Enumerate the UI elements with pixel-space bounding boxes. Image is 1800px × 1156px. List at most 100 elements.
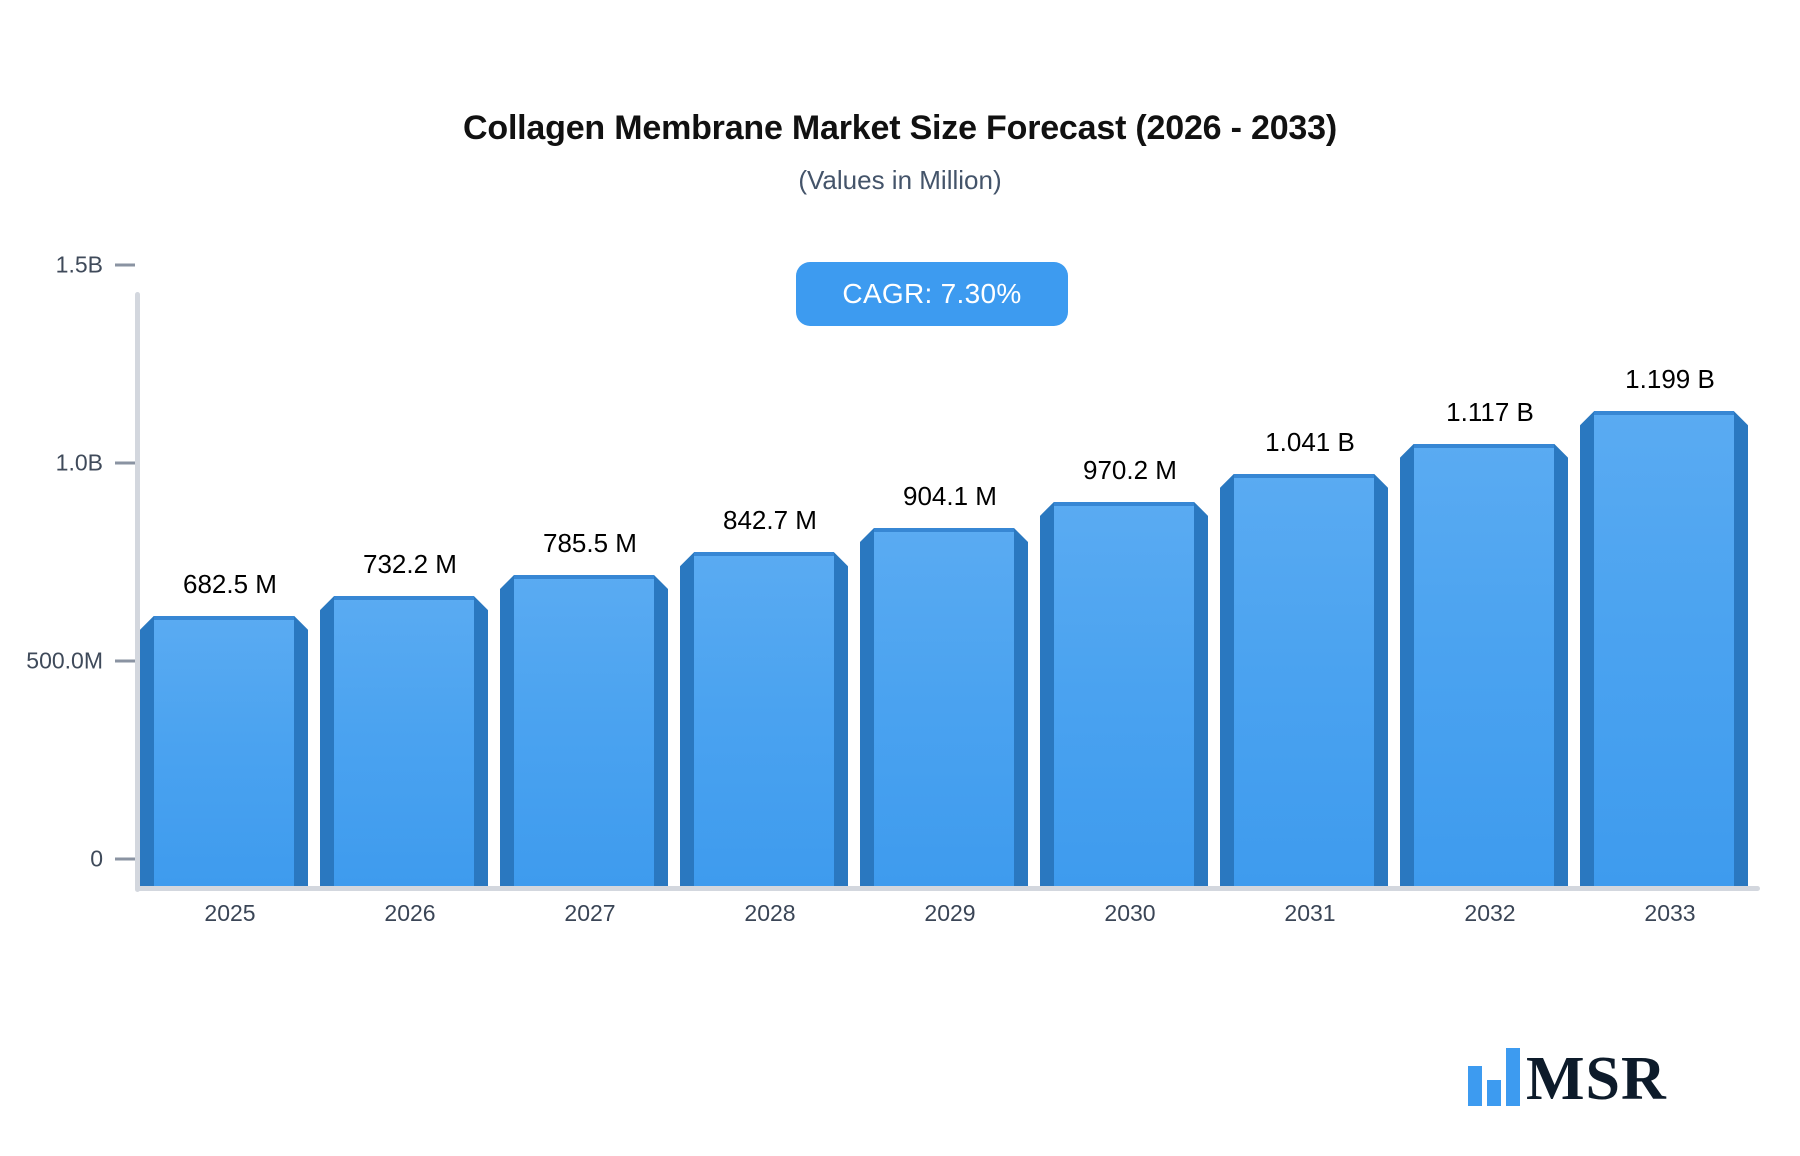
- y-axis-tick-label: 1.5B: [55, 251, 103, 278]
- bar[interactable]: [1580, 411, 1760, 886]
- logo-bar-2: [1487, 1080, 1501, 1106]
- bar[interactable]: [860, 527, 1040, 886]
- bar-group[interactable]: 842.7 M: [680, 492, 860, 886]
- bar-front-face: [1414, 443, 1554, 886]
- bar-top-edge: [874, 527, 1014, 532]
- y-axis-tick-label: 0: [90, 845, 103, 872]
- bar-group[interactable]: 682.5 M: [140, 556, 320, 886]
- bar-chart-logo-icon: [1468, 1048, 1520, 1106]
- bar-right-face: [1734, 411, 1748, 886]
- logo-text: MSR: [1526, 1045, 1667, 1113]
- bar-left-face: [1040, 501, 1054, 886]
- y-axis-tick-dash: [115, 857, 135, 861]
- bar-value-label: 682.5 M: [183, 568, 277, 599]
- bar-group[interactable]: 1.041 B: [1220, 414, 1400, 886]
- bar-top-edge: [1414, 443, 1554, 448]
- bar-value-label: 1.199 B: [1625, 364, 1715, 395]
- x-axis-labels: 2025 2026 2027 2028 2029 2030 2031 2032 2033: [135, 900, 1760, 940]
- bar[interactable]: [1400, 443, 1580, 886]
- y-axis-tick-label: 500.0M: [26, 647, 103, 674]
- bar-right-face: [1014, 527, 1028, 886]
- bar-front-face: [874, 527, 1014, 886]
- bar-left-face: [500, 574, 514, 886]
- x-axis-line: [135, 886, 1760, 891]
- msr-logo: MSR: [1468, 1030, 1667, 1110]
- bar-right-face: [834, 552, 848, 886]
- bar[interactable]: [1220, 473, 1400, 886]
- bar-front-face: [694, 552, 834, 886]
- bar-top-edge: [154, 615, 294, 620]
- x-axis-label-2028: 2028: [744, 900, 796, 926]
- bar-front-face: [154, 615, 294, 886]
- x-axis-label-2029: 2029: [924, 900, 976, 926]
- bar-group[interactable]: 1.199 B: [1580, 351, 1760, 886]
- bar-left-face: [320, 596, 334, 886]
- cagr-badge: CAGR: 7.30%: [796, 262, 1068, 326]
- bar-front-face: [334, 596, 474, 886]
- y-axis-tick: 0: [90, 846, 135, 873]
- bar-left-face: [140, 615, 154, 886]
- bar[interactable]: [320, 596, 500, 886]
- bar-group[interactable]: 785.5 M: [500, 515, 680, 886]
- x-axis-label-2030: 2030: [1104, 900, 1156, 926]
- bar-front-face: [1054, 501, 1194, 886]
- x-axis-label-2026: 2026: [384, 900, 436, 926]
- y-axis-tick: 1.5B: [56, 252, 135, 279]
- bar-value-label: 904.1 M: [903, 480, 997, 511]
- bar-front-face: [1234, 473, 1374, 886]
- bar-front-face: [1594, 411, 1734, 886]
- x-axis-label-2031: 2031: [1284, 900, 1336, 926]
- plot-area: 1.5B 1.0B 500.0M 0 682.5 M 732.2 M 785.5 M 842…: [26, 252, 1760, 886]
- bar-left-face: [860, 527, 874, 886]
- bar-right-face: [474, 596, 488, 886]
- bar-left-face: [1220, 473, 1234, 886]
- bar-series: 682.5 M 732.2 M 785.5 M 842.7 M 904.1 M 970.2…: [135, 292, 1760, 886]
- bar-value-label: 732.2 M: [363, 549, 457, 580]
- x-axis-label-2027: 2027: [564, 900, 616, 926]
- chart-subtitle: (Values in Million): [798, 165, 1002, 195]
- bar-value-label: 970.2 M: [1083, 454, 1177, 485]
- x-axis-label-2032: 2032: [1464, 900, 1516, 926]
- y-axis-tick: 500.0M: [26, 648, 135, 675]
- page-title: Collagen Membrane Market Size Forecast (…: [463, 109, 1337, 147]
- bar[interactable]: [680, 552, 860, 886]
- bar-group[interactable]: 904.1 M: [860, 468, 1040, 886]
- bar-right-face: [654, 574, 668, 886]
- bar-value-label: 842.7 M: [723, 505, 817, 536]
- bar-right-face: [294, 615, 308, 886]
- bar-top-edge: [334, 596, 474, 601]
- bar-top-edge: [514, 574, 654, 579]
- y-axis-tick-dash: [115, 263, 135, 267]
- bar[interactable]: [500, 574, 680, 886]
- y-axis-tick-dash: [115, 659, 135, 663]
- bar-right-face: [1194, 501, 1208, 886]
- logo-bar-3: [1506, 1048, 1520, 1106]
- bar-left-face: [1580, 411, 1594, 886]
- bar-top-edge: [1054, 501, 1194, 506]
- bar-value-label: 785.5 M: [543, 527, 637, 558]
- y-axis-line: [135, 292, 140, 892]
- bar-left-face: [680, 552, 694, 886]
- chart-title-block: Collagen Membrane Market Size Forecast (…: [0, 108, 1800, 196]
- x-axis-label-2033: 2033: [1644, 900, 1696, 926]
- y-axis-tick-label: 1.0B: [55, 449, 103, 476]
- y-axis-tick: 1.0B: [56, 450, 135, 477]
- y-axis-tick-dash: [115, 461, 135, 465]
- bar-value-label: 1.041 B: [1265, 426, 1355, 457]
- bar-group[interactable]: 1.117 B: [1400, 384, 1580, 886]
- bar[interactable]: [140, 615, 320, 886]
- bar-group[interactable]: 970.2 M: [1040, 442, 1220, 886]
- bar-right-face: [1374, 473, 1388, 886]
- bar[interactable]: [1040, 501, 1220, 886]
- cagr-badge-label: CAGR: 7.30%: [842, 278, 1022, 309]
- bar-value-label: 1.117 B: [1446, 396, 1534, 427]
- bar-top-edge: [694, 552, 834, 557]
- bar-top-edge: [1594, 411, 1734, 416]
- bar-left-face: [1400, 443, 1414, 886]
- bar-group[interactable]: 732.2 M: [320, 536, 500, 886]
- bar-right-face: [1554, 443, 1568, 886]
- bar-front-face: [514, 574, 654, 886]
- bar-top-edge: [1234, 473, 1374, 478]
- x-axis-label-2025: 2025: [204, 900, 256, 926]
